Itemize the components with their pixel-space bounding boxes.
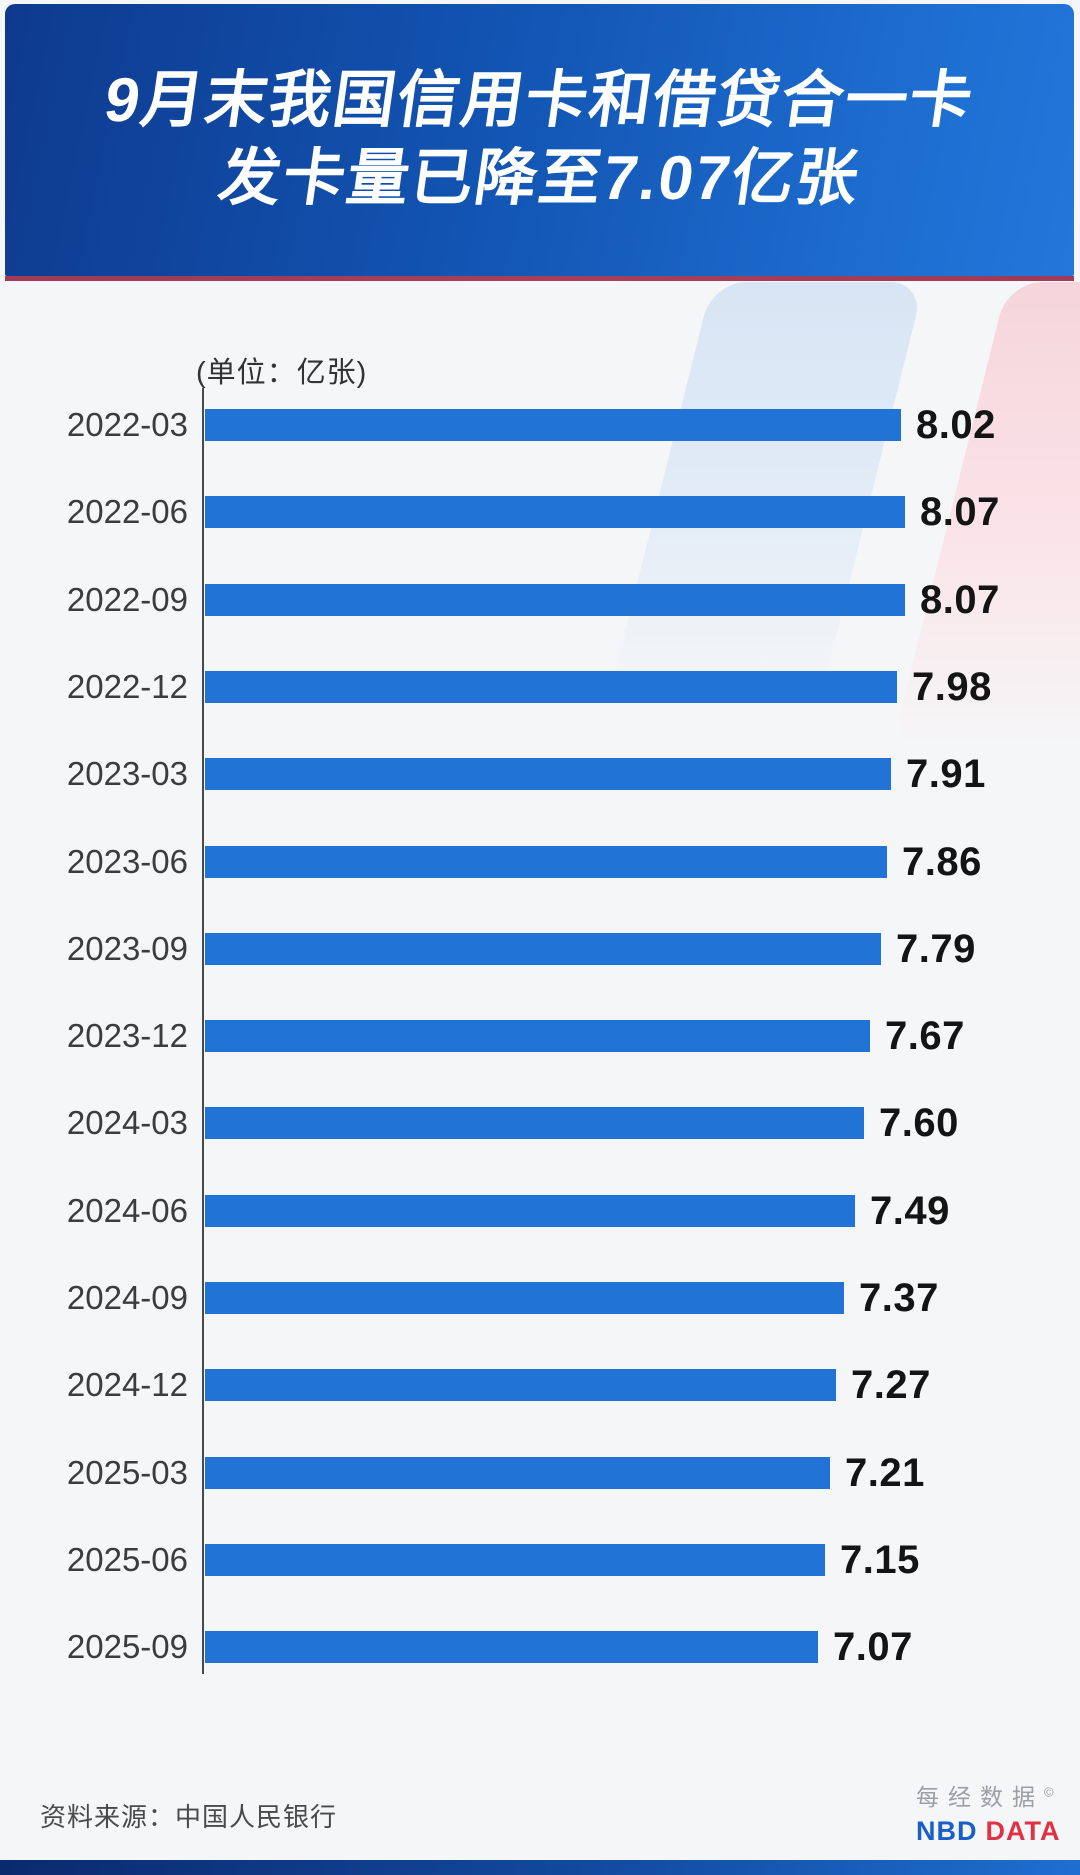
chart-row: 2023-09 7.79 [0,927,1080,971]
data-source-note: 资料来源：中国人民银行 [40,1802,338,1832]
chart-row: 2022-03 8.02 [0,403,1080,447]
chart-row: 2025-03 7.21 [0,1451,1080,1495]
category-label: 2023-03 [66,755,188,792]
value-label: 7.07 [833,1625,913,1669]
chart-row: 2022-06 8.07 [0,490,1080,534]
chart-row: 2024-03 7.60 [0,1101,1080,1145]
category-label: 2025-09 [66,1628,188,1665]
chart-row: 2024-12 7.27 [0,1363,1080,1407]
value-label: 7.27 [851,1363,931,1407]
category-label: 2022-12 [66,668,188,705]
bar [205,409,901,441]
nbd-logo-blue-text: NBD [916,1816,978,1846]
value-label: 7.67 [885,1014,965,1058]
value-label: 7.98 [912,665,992,709]
value-label: 7.86 [902,840,982,884]
category-label: 2022-03 [66,406,188,443]
value-label: 7.21 [845,1451,925,1495]
value-label: 8.07 [920,490,1000,534]
bar [205,671,897,703]
nbd-logo-chinese: 每经数据© [916,1778,1060,1812]
chart-row: 2023-03 7.91 [0,752,1080,796]
category-label: 2022-09 [66,581,188,618]
bar [205,584,905,616]
category-label: 2023-12 [66,1017,188,1054]
chart-row: 2022-12 7.98 [0,665,1080,709]
value-label: 7.79 [896,927,976,971]
category-label: 2023-06 [66,843,188,880]
banner-underline [5,276,1074,281]
nbd-logo-cn-text: 每经数据 [916,1784,1044,1810]
nbd-logo: 每经数据© NBD DATA [916,1778,1060,1847]
bar [205,933,881,965]
value-label: 8.02 [916,403,996,447]
value-label: 7.37 [859,1276,939,1320]
category-label: 2025-03 [66,1454,188,1491]
chart-row: 2024-06 7.49 [0,1189,1080,1233]
chart-row: 2022-09 8.07 [0,578,1080,622]
value-label: 8.07 [920,578,1000,622]
bar [205,1107,864,1139]
bar [205,846,887,878]
category-label: 2024-06 [66,1192,188,1229]
nbd-logo-english: NBD DATA [916,1816,1060,1847]
bar [205,1457,830,1489]
nbd-logo-red-text: DATA [985,1816,1061,1846]
value-label: 7.15 [840,1538,920,1582]
category-label: 2024-03 [66,1104,188,1141]
category-label: 2023-09 [66,930,188,967]
chart-row: 2023-06 7.86 [0,840,1080,884]
chart-row: 2023-12 7.67 [0,1014,1080,1058]
bar [205,758,891,790]
chart-row: 2025-09 7.07 [0,1625,1080,1669]
bottom-accent-strip [0,1860,1080,1875]
header-banner: 9月末我国信用卡和借贷合一卡 发卡量已降至7.07亿张 [5,4,1074,276]
category-label: 2024-12 [66,1366,188,1403]
bar [205,1631,818,1663]
category-label: 2025-06 [66,1541,188,1578]
bar [205,1544,825,1576]
bar [205,1282,844,1314]
value-label: 7.91 [906,752,986,796]
category-label: 2024-09 [66,1279,188,1316]
bar [205,1369,836,1401]
chart-row: 2024-09 7.37 [0,1276,1080,1320]
y-axis-line [202,388,204,1674]
unit-label: (单位：亿张) [196,357,368,389]
value-label: 7.49 [870,1189,950,1233]
copyright-mark: © [1044,1784,1054,1800]
bar [205,1195,855,1227]
bar [205,496,905,528]
bar [205,1020,870,1052]
value-label: 7.60 [879,1101,959,1145]
chart-row: 2025-06 7.15 [0,1538,1080,1582]
category-label: 2022-06 [66,493,188,530]
